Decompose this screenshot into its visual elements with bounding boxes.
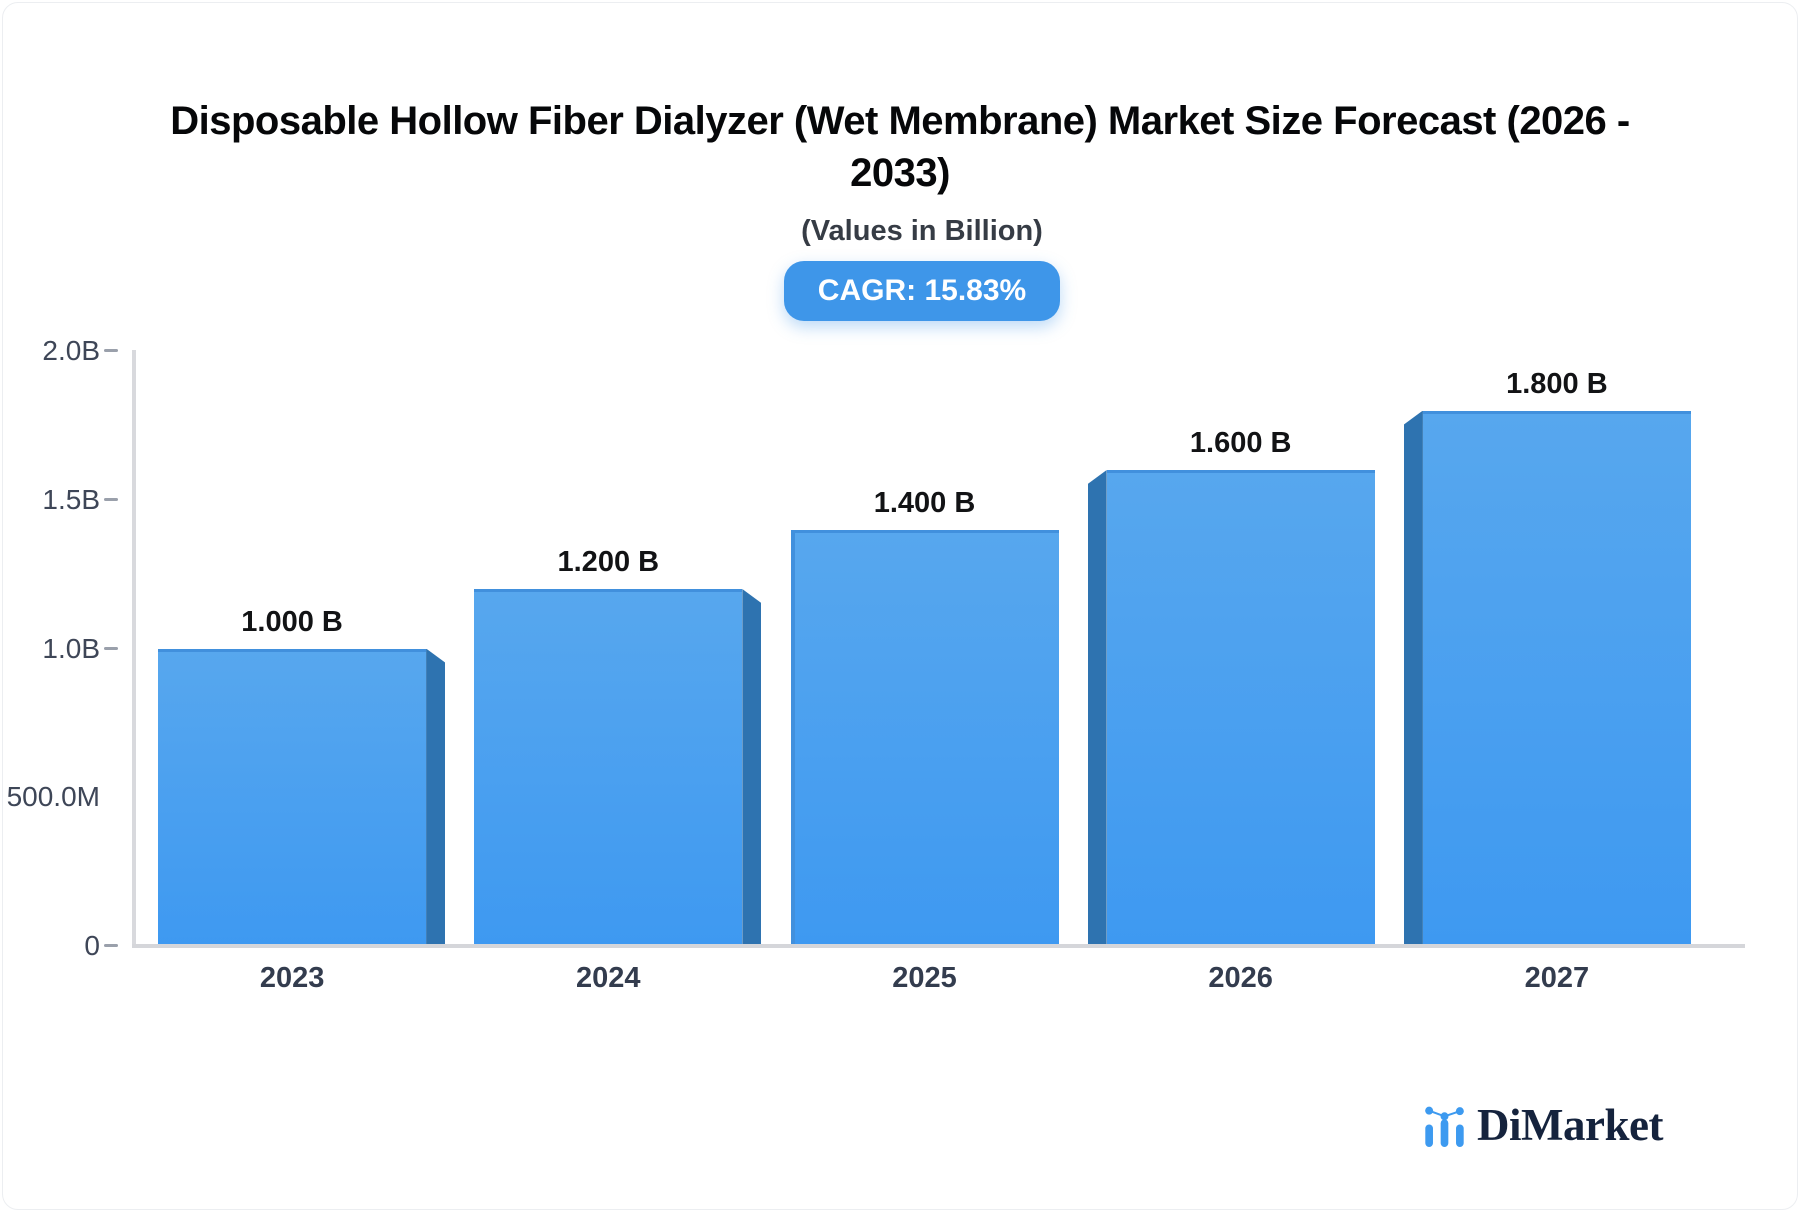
bar-2025[interactable] [790,529,1059,946]
y-tick-label: 500.0M [6,781,100,813]
chart-title-line1: Disposable Hollow Fiber Dialyzer (Wet Me… [170,99,1630,143]
y-tick-label: 1.5B [42,483,100,515]
cagr-badge: CAGR: 15.83% [783,261,1061,321]
bar-face [790,529,1059,946]
bar-face [474,589,743,946]
bar-value-label: 1.800 B [1506,367,1608,400]
x-axis-label: 2024 [576,962,641,994]
bar-2023[interactable] [158,648,446,946]
chart-title: Disposable Hollow Fiber Dialyzer (Wet Me… [70,95,1730,199]
bar-value-label: 1.200 B [557,546,660,578]
bar-value-label: 1.600 B [1189,427,1292,459]
chart-subtitle: (Values in Billion) [801,215,1043,247]
y-tick-mark [104,349,118,352]
bar-value-label: 1.400 B [873,486,976,519]
y-tick-label: 1.0B [42,632,100,664]
bar-face [1106,470,1375,946]
x-axis-label: 2023 [259,962,325,994]
dimarket-logo[interactable]: DiMarket [1423,1102,1663,1148]
y-tick-mark [104,944,118,947]
chart-header: Disposable Hollow Fiber Dialyzer (Wet Me… [3,3,1797,321]
bar-2026[interactable] [1087,470,1375,946]
bar-line-chart-icon [1425,1106,1464,1147]
x-axis-label: 2026 [1208,962,1273,994]
bar-side-panel [1087,470,1107,946]
logo-text: DiMarket [1477,1100,1663,1150]
bar-value-label: 1.000 B [241,605,343,638]
bar-2027[interactable] [1403,410,1691,946]
chart-title-line2: 2033) [850,151,950,195]
bar-side-panel [426,648,446,946]
y-tick-label: 2.0B [42,335,100,366]
y-axis-line [132,350,136,946]
bar-face [158,648,427,946]
x-axis-line [132,944,1745,948]
plot-area: 1.000 B 2023 1.200 B 2024 1.400 B 2025 1.600 B… [3,3,1797,1209]
x-axis-label: 2027 [1524,962,1590,994]
bar-side-panel [742,589,762,946]
y-tick-mark [104,497,118,501]
x-axis-label: 2025 [892,962,957,994]
y-tick-label: 0 [84,930,100,961]
bar-2024[interactable] [474,589,762,946]
bar-side-panel [1403,410,1423,946]
y-tick-mark [104,646,118,650]
bar-face [1422,410,1691,946]
